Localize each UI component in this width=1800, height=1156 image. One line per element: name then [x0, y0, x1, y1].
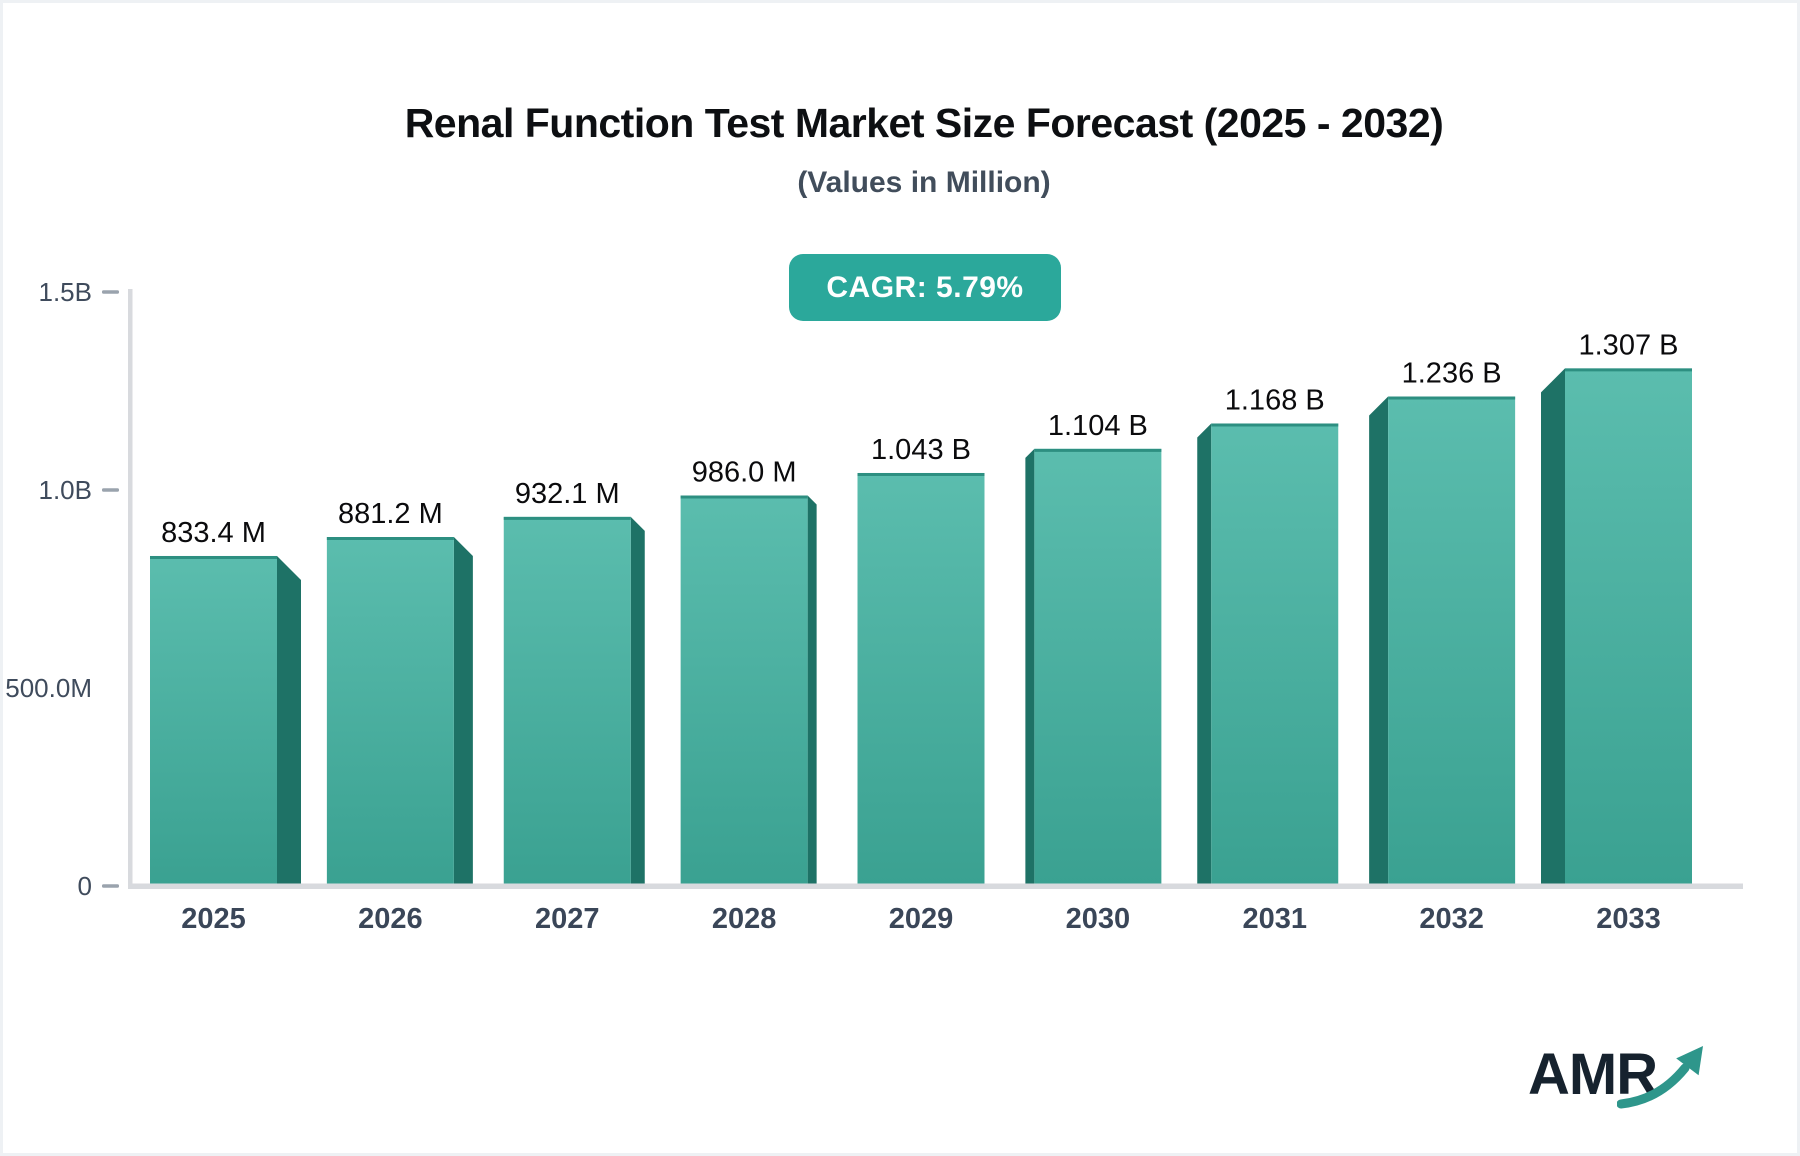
x-axis-label-2025: 2025	[181, 903, 246, 935]
cagr-badge: CAGR: 5.79%	[789, 254, 1061, 321]
bar-value-label: 932.1 M	[515, 478, 620, 510]
x-axis-label-2026: 2026	[358, 903, 423, 935]
bar-value-label: 1.236 B	[1402, 358, 1502, 390]
bars-layer	[150, 368, 1692, 887]
bar-side-face	[277, 555, 301, 886]
x-axis-label-2031: 2031	[1242, 903, 1307, 935]
bar-2025[interactable]	[150, 555, 301, 886]
bar-front-face	[150, 555, 277, 886]
bar-side-face	[630, 516, 645, 886]
y-axis-label: 1.0B	[39, 475, 93, 505]
arrow-tail	[1617, 1063, 1690, 1109]
bar-value-label: 881.2 M	[338, 498, 443, 530]
bar-2027[interactable]	[503, 516, 645, 886]
bar-side-face	[453, 537, 473, 886]
bar-side-face	[1541, 368, 1565, 887]
bar-side-face	[1369, 396, 1389, 886]
x-axis-label-2032: 2032	[1419, 903, 1484, 935]
y-axis-label: 500.0M	[5, 673, 92, 703]
bar-front-face	[326, 537, 454, 886]
page-subtitle: (Values in Million)	[797, 166, 1051, 199]
bar-front-face	[680, 495, 808, 886]
bar-front-face	[1034, 448, 1162, 886]
x-axis-label-2033: 2033	[1596, 903, 1661, 935]
axis-layer	[102, 289, 1743, 889]
arrow-head	[1676, 1046, 1704, 1076]
bar-value-label: 1.043 B	[871, 434, 971, 466]
y-tick-dash	[102, 884, 119, 888]
bar-front-face	[1565, 368, 1692, 887]
bar-front-face	[1388, 396, 1516, 886]
x-axis-line	[128, 883, 1743, 889]
page-title: Renal Function Test Market Size Forecast…	[404, 100, 1444, 146]
x-axis-label-2027: 2027	[535, 903, 600, 935]
y-tick-dash	[102, 290, 119, 294]
bar-front-face	[1211, 423, 1339, 886]
cagr-badge-label: CAGR: 5.79%	[826, 270, 1024, 304]
bar-front-face	[503, 516, 631, 886]
bar-value-label: 1.104 B	[1048, 410, 1148, 442]
y-axis-label: 1.5B	[39, 277, 93, 307]
amr-logo: AMR	[1528, 1036, 1727, 1112]
bar-side-face	[1197, 423, 1212, 886]
bar-2033[interactable]	[1541, 368, 1692, 887]
x-axis-label-2028: 2028	[712, 903, 777, 935]
bar-value-label: 1.168 B	[1225, 384, 1325, 416]
amr-logo-text: AMR	[1528, 1041, 1658, 1107]
bar-2029[interactable]	[857, 472, 985, 886]
labels-layer: 833.4 M 2025 881.2 M 2026 932.1 M 2027 986.0 M…	[5, 277, 1678, 935]
bar-value-label: 1.307 B	[1579, 329, 1679, 361]
y-tick-dash	[102, 488, 119, 492]
bar-2032[interactable]	[1369, 396, 1516, 886]
bar-2026[interactable]	[326, 537, 473, 886]
bar-2031[interactable]	[1197, 423, 1339, 886]
y-axis-label: 0	[78, 871, 92, 901]
x-axis-label-2030: 2030	[1066, 903, 1131, 935]
bar-side-face	[807, 495, 817, 886]
growth-arrow-icon	[1617, 1046, 1704, 1109]
bar-2030[interactable]	[1025, 448, 1162, 886]
bar-value-label: 986.0 M	[692, 457, 797, 489]
y-axis-line	[128, 289, 133, 889]
bar-side-face	[1025, 448, 1035, 886]
bar-2028[interactable]	[680, 495, 817, 886]
bar-value-label: 833.4 M	[161, 517, 266, 549]
bar-front-face	[857, 472, 985, 886]
x-axis-label-2029: 2029	[889, 903, 954, 935]
